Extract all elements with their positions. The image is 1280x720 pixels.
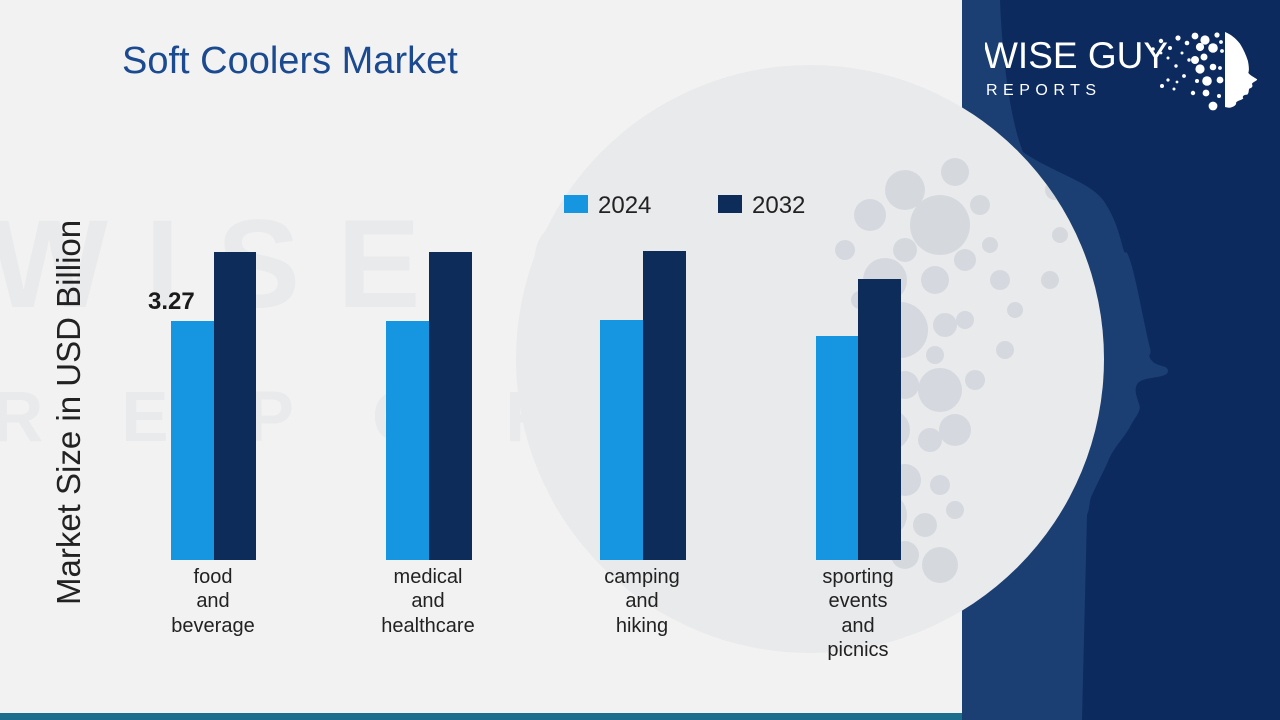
- svg-text:WISE GUY: WISE GUY: [985, 35, 1168, 76]
- svg-text:REPORTS: REPORTS: [986, 82, 1102, 99]
